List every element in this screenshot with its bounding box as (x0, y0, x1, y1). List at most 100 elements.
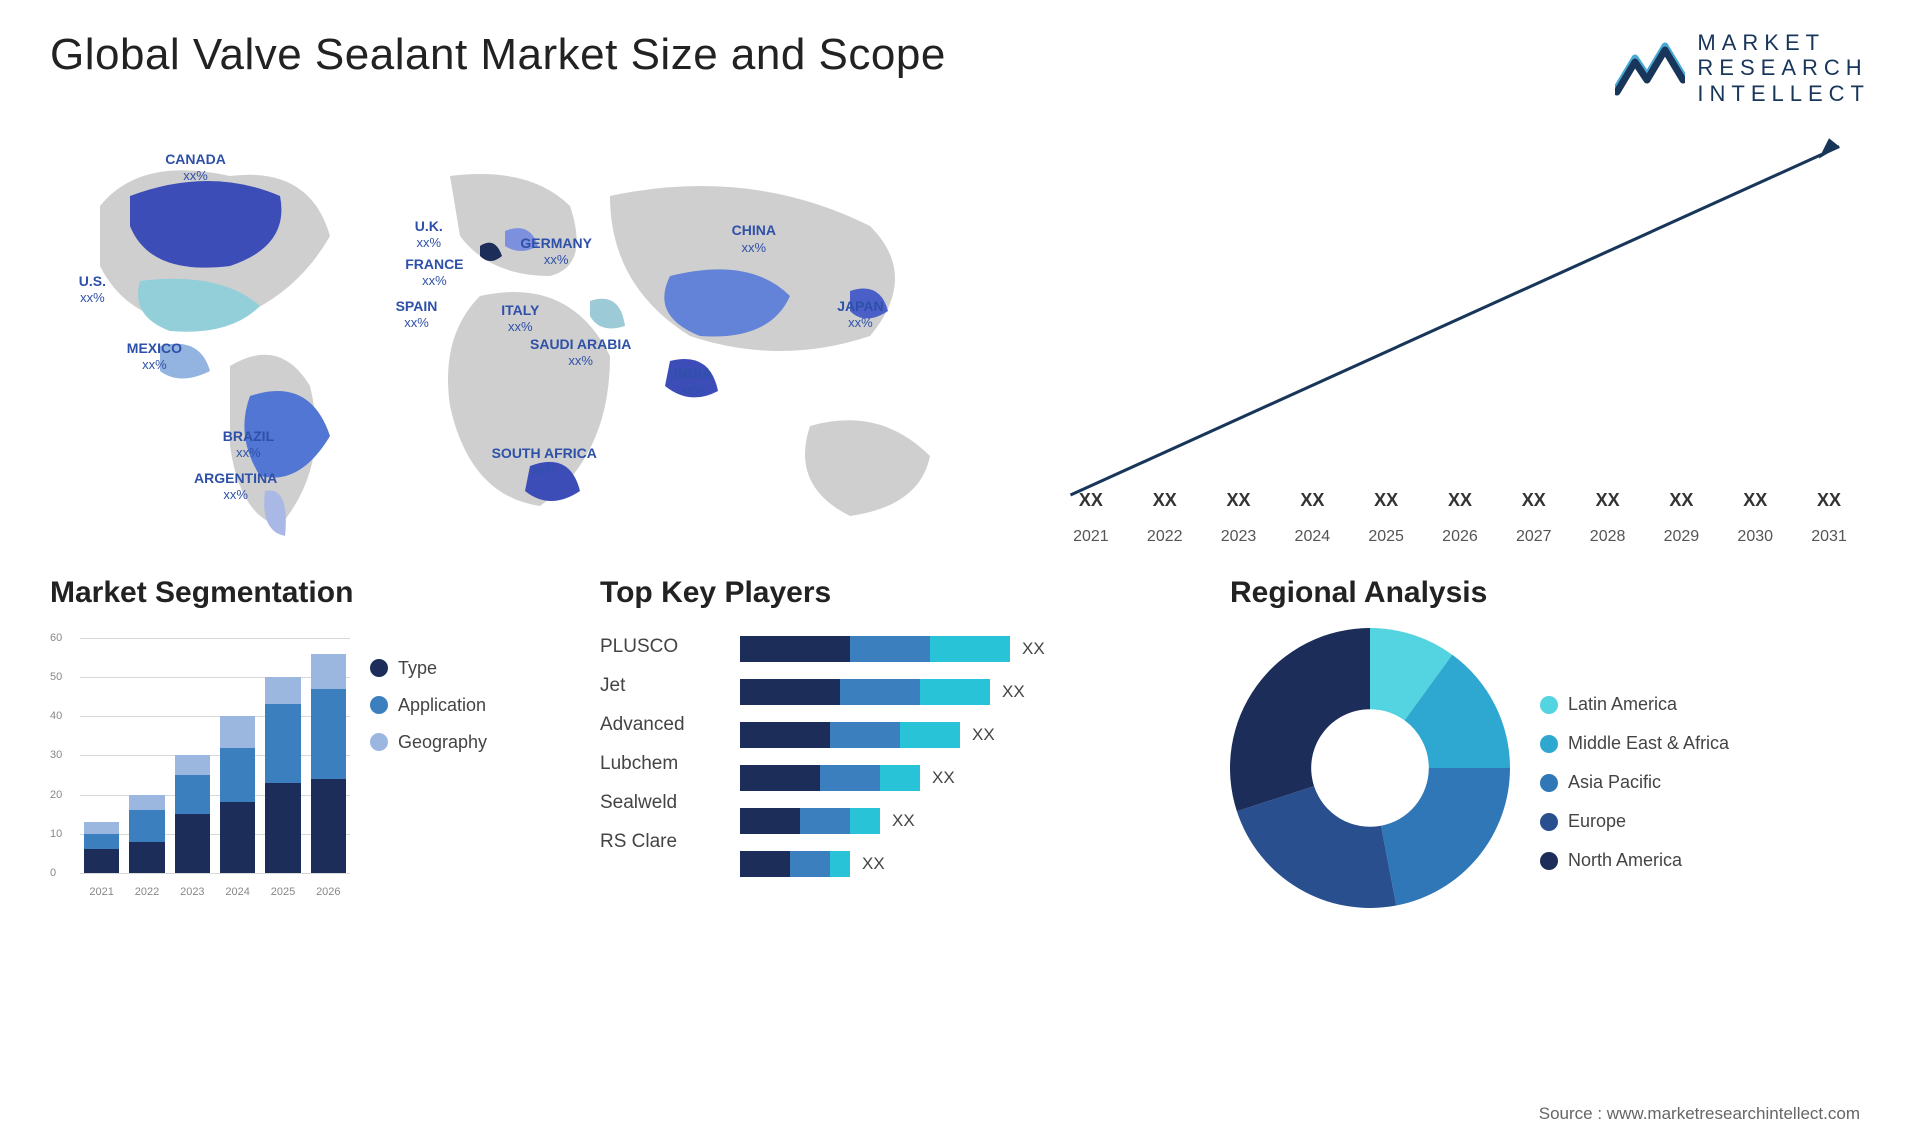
world-map: CANADAxx% U.S.xx% MEXICOxx% BRAZILxx% ARGENT… (50, 126, 1010, 546)
map-label: SAUDI ARABIAxx% (530, 336, 631, 369)
region-panel: Regional Analysis Latin America Middle Ea… (1230, 576, 1870, 908)
header: Global Valve Sealant Market Size and Sco… (50, 30, 1870, 106)
players-bars: XX XX XX XX XX XX (740, 628, 1200, 877)
map-label: BRAZILxx% (223, 428, 274, 461)
legend-item: Latin America (1540, 694, 1729, 715)
legend-item: Asia Pacific (1540, 772, 1729, 793)
x-year: 2021 (1060, 528, 1122, 546)
bar-value: XX (1227, 490, 1251, 511)
segmentation-panel: Market Segmentation 20212022202320242025… (50, 576, 570, 908)
players-panel: Top Key Players PLUSCO Jet Advanced Lubchem… (600, 576, 1200, 908)
seg-x-year: 2024 (220, 886, 255, 898)
player-row: XX (740, 722, 1200, 748)
x-year: 2024 (1281, 528, 1343, 546)
seg-bar (311, 654, 346, 873)
y-tick: 30 (50, 749, 62, 761)
bar-value: XX (1079, 490, 1103, 511)
logo-icon (1615, 38, 1685, 98)
player-row: XX (740, 851, 1200, 877)
bar-value: XX (1448, 490, 1472, 511)
player-value: XX (1022, 639, 1045, 659)
bottom-row: Market Segmentation 20212022202320242025… (50, 576, 1870, 908)
player-name: Advanced (600, 714, 720, 736)
seg-bar (220, 716, 255, 873)
player-value: XX (932, 768, 955, 788)
seg-bar (84, 822, 119, 873)
logo-line1: MARKET (1697, 30, 1870, 55)
player-value: XX (1002, 682, 1025, 702)
top-row: CANADAxx% U.S.xx% MEXICOxx% BRAZILxx% ARGENT… (50, 126, 1870, 546)
bar-value: XX (1669, 490, 1693, 511)
donut-chart (1230, 628, 1510, 908)
player-value: XX (862, 854, 885, 874)
player-row: XX (740, 636, 1200, 662)
donut-slice (1381, 768, 1510, 906)
y-tick: 0 (50, 867, 56, 879)
bar-value: XX (1374, 490, 1398, 511)
map-label: ARGENTINAxx% (194, 470, 277, 503)
legend-item: Type (370, 658, 487, 679)
logo-line3: INTELLECT (1697, 81, 1870, 106)
map-label: U.K.xx% (415, 218, 443, 251)
x-year: 2026 (1429, 528, 1491, 546)
donut-slice (1230, 628, 1370, 811)
map-label: CANADAxx% (165, 151, 226, 184)
player-name: RS Clare (600, 831, 720, 853)
map-label: GERMANYxx% (520, 235, 592, 268)
x-year: 2022 (1134, 528, 1196, 546)
legend-item: Middle East & Africa (1540, 733, 1729, 754)
x-year: 2028 (1577, 528, 1639, 546)
player-name: Jet (600, 675, 720, 697)
market-size-chart: XX XX XX XX XX XX XX XX XX XX XX 2021 2022 2023 2024 2… (1050, 126, 1870, 546)
player-value: XX (892, 811, 915, 831)
legend-item: Europe (1540, 811, 1729, 832)
map-label: MEXICOxx% (127, 340, 182, 373)
player-name: Lubchem (600, 753, 720, 775)
map-label: SPAINxx% (396, 298, 438, 331)
logo: MARKET RESEARCH INTELLECT (1615, 30, 1870, 106)
map-label: INDIAxx% (674, 365, 712, 398)
logo-text: MARKET RESEARCH INTELLECT (1697, 30, 1870, 106)
bar-value: XX (1743, 490, 1767, 511)
x-year: 2030 (1724, 528, 1786, 546)
bar-value: XX (1817, 490, 1841, 511)
players-labels: PLUSCO Jet Advanced Lubchem Sealweld RS Clare (600, 628, 720, 877)
bar-value: XX (1153, 490, 1177, 511)
x-year: 2031 (1798, 528, 1860, 546)
player-name: PLUSCO (600, 636, 720, 658)
logo-line2: RESEARCH (1697, 55, 1870, 80)
y-tick: 60 (50, 632, 62, 644)
legend-item: Application (370, 695, 487, 716)
segmentation-chart: 202120222023202420252026 0102030405060 (50, 628, 350, 898)
page-title: Global Valve Sealant Market Size and Sco… (50, 30, 946, 80)
seg-x-year: 2021 (84, 886, 119, 898)
player-row: XX (740, 765, 1200, 791)
map-label: CHINAxx% (732, 222, 776, 255)
seg-bar (265, 677, 300, 873)
seg-x-year: 2023 (175, 886, 210, 898)
source-text: Source : www.marketresearchintellect.com (1539, 1104, 1860, 1124)
player-name: Sealweld (600, 792, 720, 814)
y-tick: 10 (50, 828, 62, 840)
y-tick: 20 (50, 789, 62, 801)
x-year: 2023 (1208, 528, 1270, 546)
segmentation-legend: TypeApplicationGeography (370, 628, 487, 898)
seg-bar (129, 795, 164, 873)
donut-slice (1237, 786, 1396, 908)
seg-x-year: 2025 (265, 886, 300, 898)
y-tick: 50 (50, 671, 62, 683)
legend-item: North America (1540, 850, 1729, 871)
bar-value: XX (1300, 490, 1324, 511)
map-label: SOUTH AFRICAxx% (492, 445, 597, 478)
x-year: 2027 (1503, 528, 1565, 546)
player-row: XX (740, 808, 1200, 834)
map-label: U.S.xx% (79, 273, 106, 306)
region-title: Regional Analysis (1230, 576, 1870, 610)
map-label: ITALYxx% (501, 302, 539, 335)
bar-value: XX (1596, 490, 1620, 511)
players-title: Top Key Players (600, 576, 1200, 610)
y-tick: 40 (50, 710, 62, 722)
x-year: 2025 (1355, 528, 1417, 546)
player-value: XX (972, 725, 995, 745)
bar-value: XX (1522, 490, 1546, 511)
